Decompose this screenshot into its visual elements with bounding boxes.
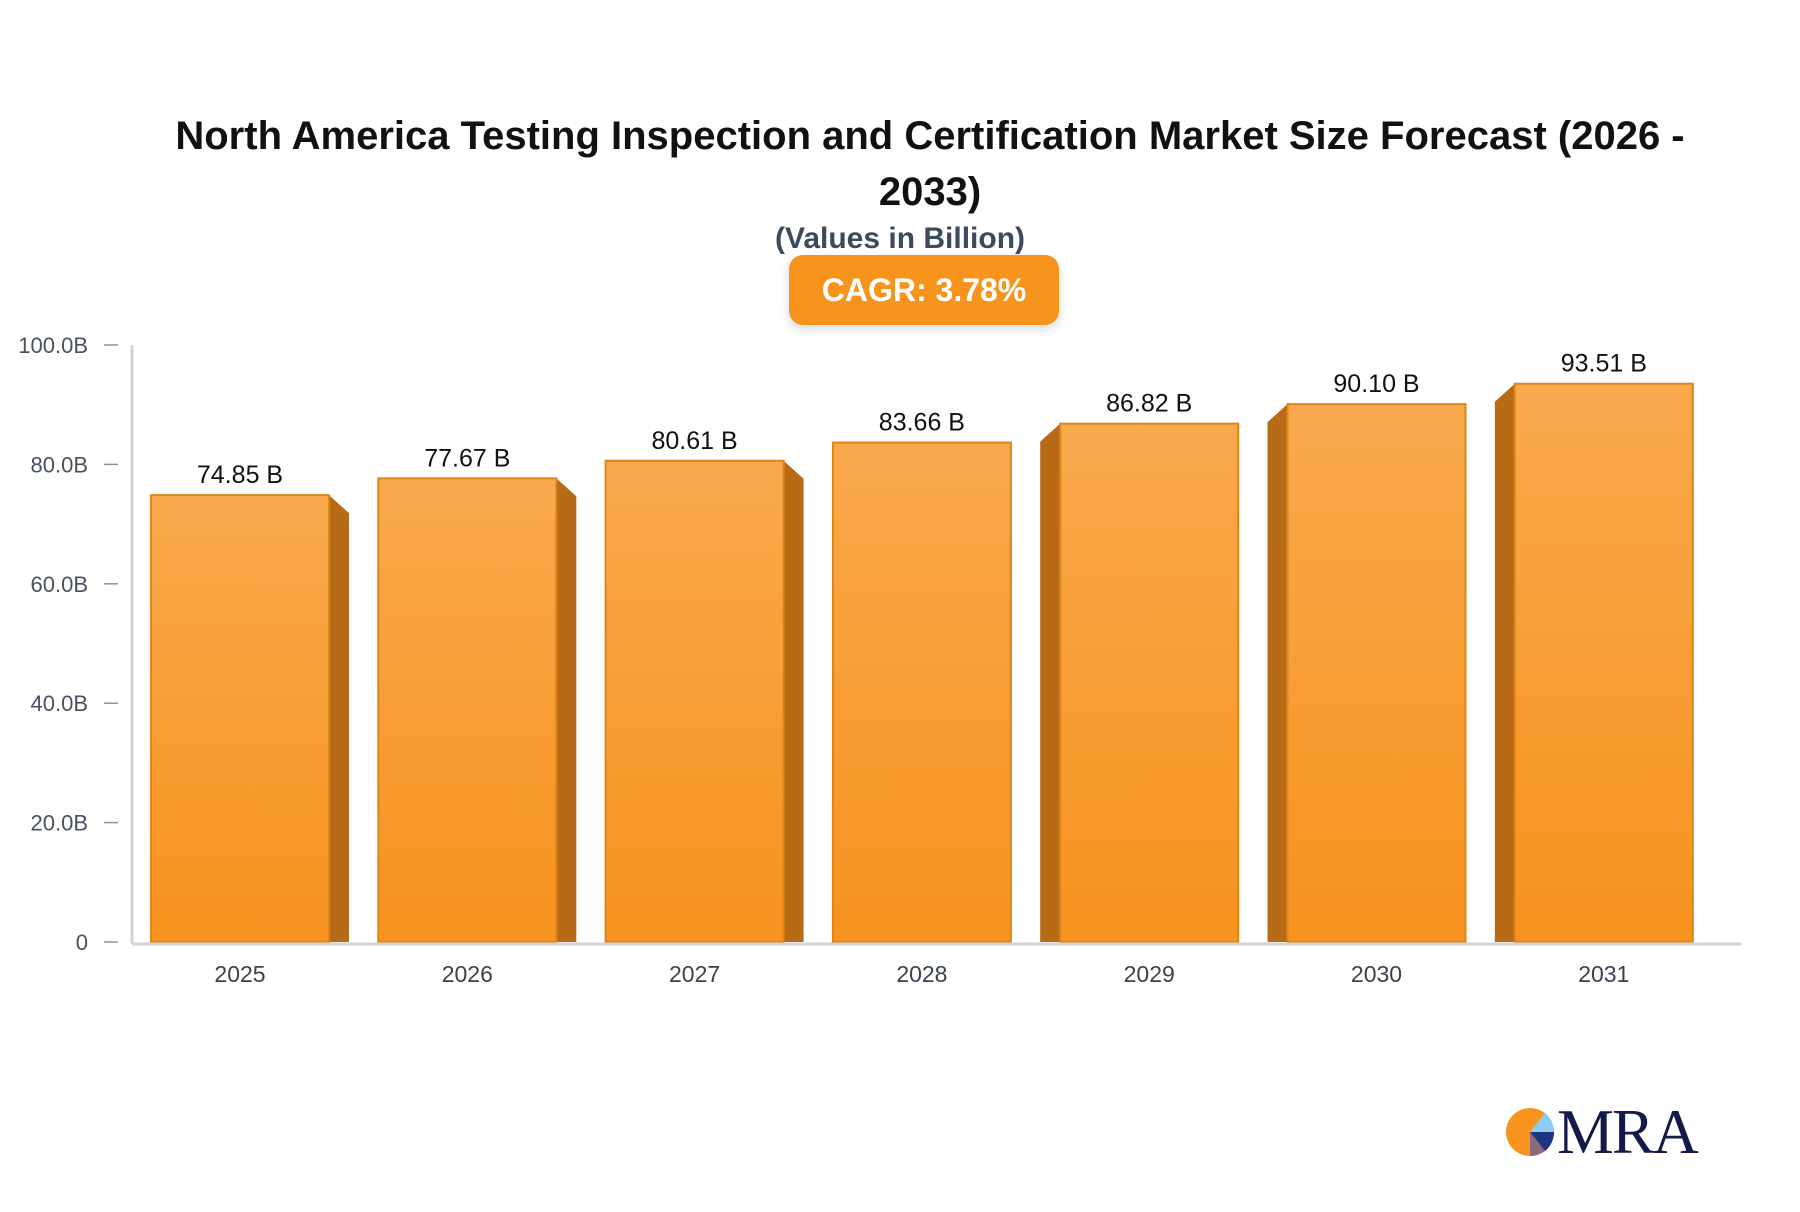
bar-side-face xyxy=(783,460,804,942)
bar-front xyxy=(1286,403,1467,943)
pie-logo-icon xyxy=(1506,1108,1555,1157)
logo-text: MRA xyxy=(1557,1096,1699,1167)
x-tick-label: 2027 xyxy=(669,961,720,987)
bar-2025: 74.85 B xyxy=(150,461,349,943)
bar-front xyxy=(1059,422,1240,944)
bar-front xyxy=(831,441,1012,943)
bar-2031: 93.51 B xyxy=(1494,350,1694,943)
bar-front xyxy=(604,459,785,943)
data-label: 93.51 B xyxy=(1561,350,1647,378)
y-tick-label: 40.0B xyxy=(31,691,89,716)
mra-logo: MRA xyxy=(1505,1095,1699,1169)
x-tick-label: 2031 xyxy=(1578,961,1629,987)
cagr-badge: CAGR: 3.78% xyxy=(789,255,1059,325)
data-label: 86.82 B xyxy=(1106,390,1192,418)
bar-front xyxy=(377,477,558,943)
chart-subtitle: (Values in Billion) xyxy=(774,222,1026,255)
x-tick-label: 2026 xyxy=(442,961,493,987)
y-tick-label: 100.0B xyxy=(18,333,88,358)
x-tick-label: 2029 xyxy=(1124,961,1175,987)
bar-side-face xyxy=(1494,383,1515,942)
y-tick-label: 60.0B xyxy=(31,572,89,597)
y-tick-label: 80.0B xyxy=(31,452,89,477)
bar-side-face xyxy=(556,478,577,942)
data-label: 77.67 B xyxy=(424,444,510,472)
bar-side-face xyxy=(1267,404,1288,942)
y-tick-label: 0 xyxy=(76,930,88,955)
y-tick-label: 20.0B xyxy=(31,811,89,836)
chart-title: North America Testing Inspection and Cer… xyxy=(175,114,1685,214)
bar-side-face xyxy=(1040,423,1061,943)
x-tick-label: 2025 xyxy=(214,961,265,987)
data-label: 83.66 B xyxy=(879,409,965,437)
bar-front xyxy=(150,494,330,943)
bar-2030: 90.10 B xyxy=(1267,370,1467,943)
bar-front xyxy=(1513,382,1694,943)
bar-2027: 80.61 B xyxy=(604,427,804,943)
bar-side-face xyxy=(329,495,349,942)
x-tick-label: 2028 xyxy=(896,961,947,987)
data-label: 80.61 B xyxy=(652,427,738,455)
data-label: 74.85 B xyxy=(197,461,283,489)
data-label: 90.10 B xyxy=(1333,370,1419,398)
bar-2026: 77.67 B xyxy=(377,444,577,943)
x-tick-label: 2030 xyxy=(1351,961,1402,987)
bar-2028: 83.66 B xyxy=(831,409,1012,943)
bar-2029: 86.82 B xyxy=(1040,390,1240,944)
